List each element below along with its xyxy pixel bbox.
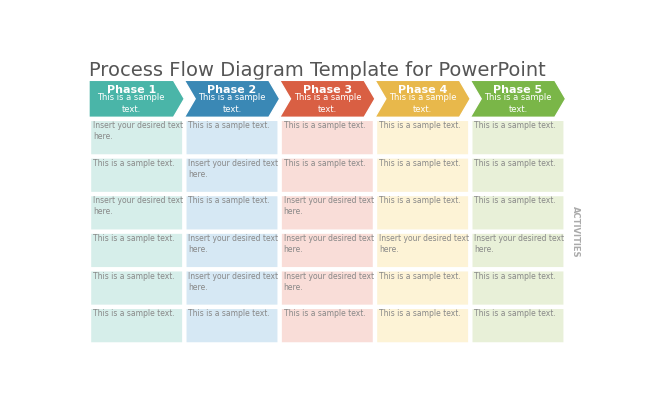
Text: This is a sample
text.: This is a sample text. [98,94,165,114]
Polygon shape [280,80,375,117]
Text: This is a sample
text.: This is a sample text. [198,94,266,114]
FancyBboxPatch shape [281,195,374,230]
Text: Phase 1: Phase 1 [107,85,156,95]
FancyBboxPatch shape [185,308,278,343]
FancyBboxPatch shape [376,120,469,155]
FancyBboxPatch shape [281,158,374,193]
FancyBboxPatch shape [281,233,374,268]
Text: Insert your desired text
here.: Insert your desired text here. [188,272,278,292]
Text: Phase 2: Phase 2 [207,85,257,95]
Text: This is a sample text.: This is a sample text. [283,309,365,318]
FancyBboxPatch shape [185,195,278,230]
Text: Process Flow Diagram Template for PowerPoint: Process Flow Diagram Template for PowerP… [89,61,546,80]
Text: Insert your desired text
here.: Insert your desired text here. [93,121,183,141]
FancyBboxPatch shape [90,270,183,306]
Text: This is a sample text.: This is a sample text. [188,196,270,205]
Text: This is a sample text.: This is a sample text. [474,196,556,205]
FancyBboxPatch shape [90,308,183,343]
FancyBboxPatch shape [471,158,564,193]
Text: This is a sample text.: This is a sample text. [283,121,365,130]
FancyBboxPatch shape [90,120,183,155]
Polygon shape [89,80,185,117]
Text: ACTIVITIES: ACTIVITIES [571,206,580,257]
Polygon shape [471,80,566,117]
Text: This is a sample text.: This is a sample text. [93,234,175,243]
FancyBboxPatch shape [185,270,278,306]
FancyBboxPatch shape [471,195,564,230]
Text: This is a sample
text.: This is a sample text. [389,94,456,114]
Polygon shape [375,80,471,117]
FancyBboxPatch shape [376,308,469,343]
FancyBboxPatch shape [376,233,469,268]
Text: This is a sample text.: This is a sample text. [474,121,556,130]
FancyBboxPatch shape [90,158,183,193]
Text: This is a sample text.: This is a sample text. [93,309,175,318]
FancyBboxPatch shape [376,195,469,230]
FancyBboxPatch shape [471,233,564,268]
Text: This is a sample text.: This is a sample text. [474,159,556,168]
Polygon shape [185,80,280,117]
Text: Insert your desired text
here.: Insert your desired text here. [188,159,278,179]
FancyBboxPatch shape [185,120,278,155]
Text: Phase 4: Phase 4 [398,85,447,95]
Text: This is a sample text.: This is a sample text. [188,309,270,318]
FancyBboxPatch shape [185,233,278,268]
Text: This is a sample text.: This is a sample text. [93,272,175,280]
Text: This is a sample
text.: This is a sample text. [294,94,361,114]
FancyBboxPatch shape [471,120,564,155]
FancyBboxPatch shape [376,158,469,193]
FancyBboxPatch shape [471,308,564,343]
Text: This is a sample text.: This is a sample text. [188,121,270,130]
Text: This is a sample
text.: This is a sample text. [484,94,552,114]
Text: This is a sample text.: This is a sample text. [474,272,556,280]
Text: Phase 5: Phase 5 [493,85,543,95]
Text: Phase 3: Phase 3 [303,85,352,95]
Text: This is a sample text.: This is a sample text. [379,159,461,168]
FancyBboxPatch shape [281,270,374,306]
Text: Insert your desired text
here.: Insert your desired text here. [283,196,374,216]
FancyBboxPatch shape [90,233,183,268]
FancyBboxPatch shape [185,158,278,193]
Text: Insert your desired text
here.: Insert your desired text here. [283,234,374,254]
Text: This is a sample text.: This is a sample text. [474,309,556,318]
Text: Insert your desired text
here.: Insert your desired text here. [379,234,469,254]
Text: Insert your desired text
here.: Insert your desired text here. [188,234,278,254]
FancyBboxPatch shape [376,270,469,306]
FancyBboxPatch shape [281,120,374,155]
FancyBboxPatch shape [281,308,374,343]
Text: This is a sample text.: This is a sample text. [379,121,461,130]
Text: This is a sample text.: This is a sample text. [379,309,461,318]
Text: Insert your desired text
here.: Insert your desired text here. [474,234,564,254]
Text: This is a sample text.: This is a sample text. [379,196,461,205]
FancyBboxPatch shape [471,270,564,306]
FancyBboxPatch shape [90,195,183,230]
Text: This is a sample text.: This is a sample text. [379,272,461,280]
Text: Insert your desired text
here.: Insert your desired text here. [283,272,374,292]
Text: This is a sample text.: This is a sample text. [283,159,365,168]
Text: This is a sample text.: This is a sample text. [93,159,175,168]
Text: Insert your desired text
here.: Insert your desired text here. [93,196,183,216]
